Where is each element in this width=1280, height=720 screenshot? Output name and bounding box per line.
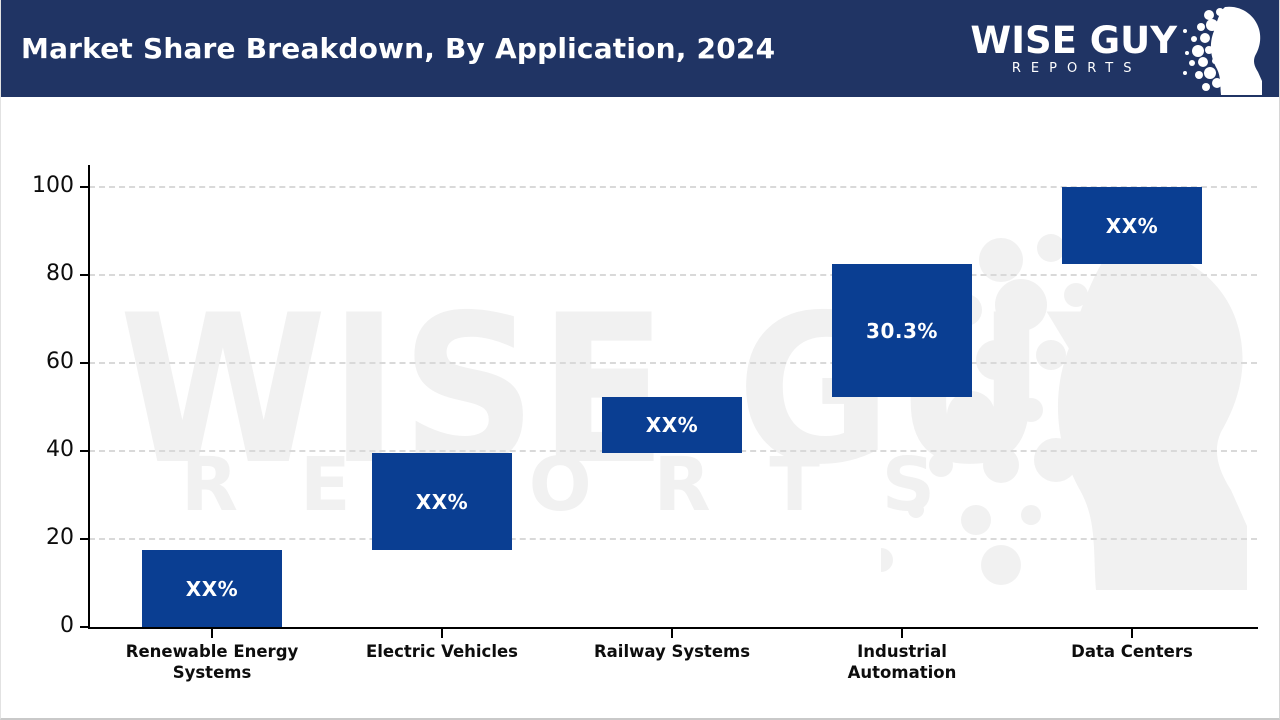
- wiseguy-logo: WISE GUY REPORTS: [970, 0, 1273, 97]
- watermark-face-icon: [881, 234, 1247, 590]
- x-axis-line: [88, 627, 1258, 629]
- header-bar: Market Share Breakdown, By Application, …: [1, 0, 1279, 97]
- x-category-label: Data Centers: [1071, 642, 1193, 661]
- y-axis-tick: [80, 362, 89, 364]
- x-category-label: Electric Vehicles: [365, 642, 518, 661]
- bar: 30.3%: [832, 264, 972, 398]
- gridline: [89, 362, 1257, 364]
- y-tick-label: 80: [46, 261, 74, 286]
- y-axis-tick: [80, 538, 89, 540]
- x-axis-tick: [441, 629, 443, 638]
- x-axis-tick: [1131, 629, 1133, 638]
- y-axis-tick: [80, 626, 89, 628]
- bar-value-label: XX%: [645, 413, 699, 438]
- bar: XX%: [602, 397, 742, 454]
- y-tick-label: 60: [46, 349, 74, 374]
- x-category-label: Railway Systems: [593, 642, 751, 661]
- y-axis-tick: [80, 450, 89, 452]
- x-axis-tick: [211, 629, 213, 638]
- bar-value-label: XX%: [415, 489, 469, 514]
- gridline: [89, 538, 1257, 540]
- y-axis-tick: [80, 274, 89, 276]
- bar-value-label: XX%: [185, 576, 239, 601]
- logo-primary-text: WISE GUY: [970, 18, 1177, 62]
- gridline: [89, 186, 1257, 188]
- bar: XX%: [142, 550, 282, 627]
- y-tick-label: 20: [46, 525, 74, 550]
- watermark-line2: REPORTS: [181, 442, 998, 528]
- page-title: Market Share Breakdown, By Application, …: [21, 32, 776, 65]
- x-axis-tick: [671, 629, 673, 638]
- x-category-label: Industrial Automation: [847, 642, 957, 683]
- logo-text: WISE GUY REPORTS: [970, 22, 1177, 76]
- x-axis-tick: [901, 629, 903, 638]
- y-tick-label: 100: [32, 173, 74, 198]
- logo-face-icon: [1183, 6, 1262, 95]
- logo-secondary-text: REPORTS: [1011, 60, 1142, 76]
- bar-value-label: 30.3%: [866, 318, 938, 343]
- y-tick-label: 0: [60, 613, 74, 638]
- bar-value-label: XX%: [1105, 213, 1159, 238]
- bar: XX%: [372, 453, 512, 550]
- bar: XX%: [1062, 187, 1202, 264]
- y-tick-label: 40: [46, 437, 74, 462]
- x-category-label: Renewable Energy Systems: [125, 642, 299, 683]
- gridline: [89, 274, 1257, 276]
- y-axis-tick: [80, 186, 89, 188]
- y-axis-line: [88, 165, 90, 629]
